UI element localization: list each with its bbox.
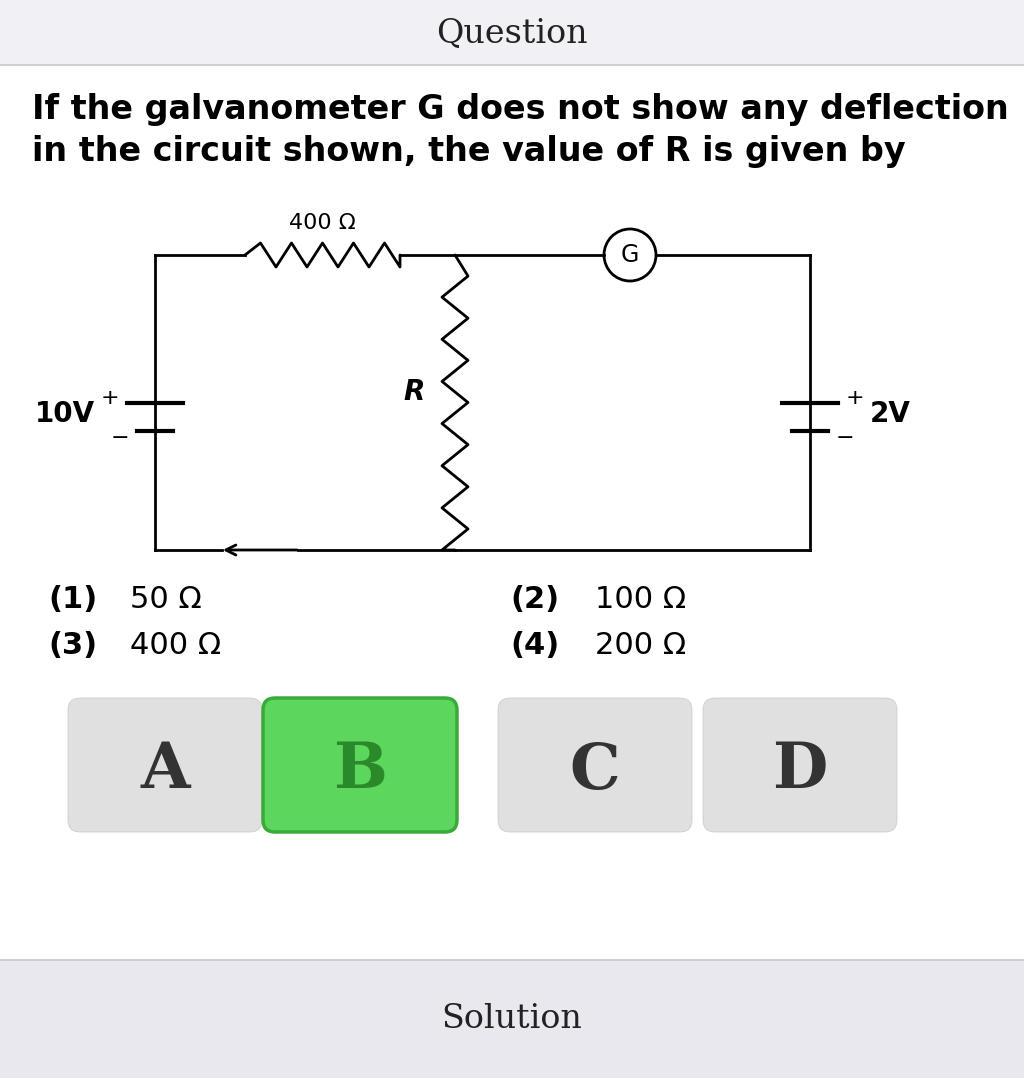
FancyBboxPatch shape [0,0,1024,65]
Text: R: R [403,378,425,406]
Text: A: A [140,741,189,802]
FancyBboxPatch shape [703,697,897,832]
Text: (1): (1) [48,585,97,614]
Text: If the galvanometer G does not show any deflection: If the galvanometer G does not show any … [32,94,1009,126]
Text: in the circuit shown, the value of R is given by: in the circuit shown, the value of R is … [32,136,905,168]
Text: (2): (2) [510,585,559,614]
Text: 50 Ω: 50 Ω [130,585,202,614]
FancyBboxPatch shape [0,960,1024,1078]
Text: −: − [111,428,129,447]
Text: +: + [846,387,864,407]
Text: +: + [100,387,119,407]
Text: Question: Question [436,17,588,49]
FancyBboxPatch shape [498,697,692,832]
Text: B: B [333,741,387,802]
Text: D: D [772,741,827,802]
FancyBboxPatch shape [263,697,457,832]
Text: 10V: 10V [35,401,95,428]
Text: C: C [569,741,621,802]
Text: G: G [621,243,639,267]
Text: 100 Ω: 100 Ω [595,585,686,614]
Text: Solution: Solution [441,1003,583,1035]
Text: 2V: 2V [870,401,911,428]
Text: 400 Ω: 400 Ω [289,213,356,233]
FancyBboxPatch shape [68,697,262,832]
Text: (3): (3) [48,631,97,660]
Text: 400 Ω: 400 Ω [130,631,221,660]
FancyBboxPatch shape [0,65,1024,960]
Text: (4): (4) [510,631,559,660]
Text: 200 Ω: 200 Ω [595,631,686,660]
Text: −: − [836,428,855,447]
